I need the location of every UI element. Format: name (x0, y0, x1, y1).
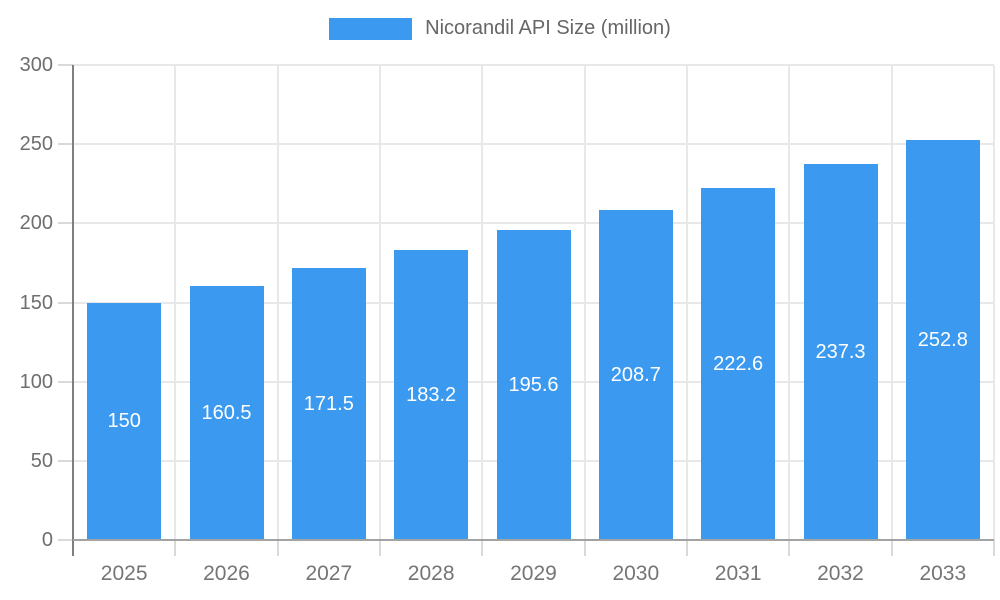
bar (701, 187, 776, 540)
y-axis-tick-label: 50 (30, 449, 53, 472)
y-tick-mark (58, 459, 73, 462)
bar-value-label: 183.2 (406, 383, 457, 406)
x-gridline (890, 65, 893, 540)
x-tick-mark (174, 540, 177, 556)
y-gridline (73, 143, 994, 146)
x-tick-mark (379, 540, 381, 556)
x-gridline (788, 65, 791, 540)
x-gridline (276, 65, 279, 540)
bar-value-label: 237.3 (815, 341, 866, 364)
bar (598, 209, 673, 540)
x-tick-mark (276, 540, 279, 556)
x-gridline (481, 65, 484, 540)
x-tick-mark (993, 540, 995, 556)
y-axis-tick-label: 200 (19, 212, 53, 235)
x-gridline (379, 65, 381, 540)
y-tick-mark (58, 143, 73, 146)
x-gridline (993, 65, 995, 540)
x-axis-tick-label: 2026 (203, 562, 250, 585)
bar-value-label: 150 (107, 410, 141, 433)
x-axis-tick-label: 2031 (714, 562, 762, 585)
y-axis-tick-label: 150 (19, 291, 53, 314)
x-tick-mark (481, 540, 484, 556)
legend-swatch (329, 17, 413, 40)
y-axis-tick-label: 250 (19, 133, 53, 156)
x-axis-tick-label: 2029 (510, 562, 557, 585)
legend-label: Nicorandil API Size (million) (425, 17, 671, 39)
y-axis-tick-label: 100 (19, 370, 53, 393)
y-axis-line (72, 65, 74, 556)
y-tick-mark (58, 539, 73, 541)
y-tick-mark (58, 301, 73, 304)
x-axis-tick-label: 2030 (612, 562, 660, 585)
x-gridline (174, 65, 177, 540)
bar-value-label: 171.5 (303, 393, 354, 416)
x-tick-mark (583, 540, 586, 556)
y-gridline (73, 222, 994, 225)
x-gridline (583, 65, 586, 540)
y-tick-mark (58, 380, 73, 383)
x-axis-tick-label: 2033 (919, 562, 967, 585)
x-gridline (686, 65, 688, 540)
bar (394, 249, 469, 540)
chart-legend: Nicorandil API Size (million) (0, 17, 1000, 40)
bar-value-label: 160.5 (201, 401, 252, 424)
bar-value-label: 222.6 (713, 352, 764, 375)
x-tick-mark (890, 540, 893, 556)
y-axis-tick-label: 300 (19, 54, 53, 76)
bar (87, 302, 162, 540)
bar (496, 230, 571, 540)
x-axis-tick-label: 2025 (100, 562, 148, 585)
x-axis-tick-label: 2028 (407, 562, 455, 585)
y-tick-mark (58, 222, 73, 225)
x-axis-line (73, 539, 994, 541)
bar (189, 285, 264, 540)
bar-value-label: 252.8 (917, 328, 968, 351)
x-tick-mark (686, 540, 688, 556)
bar (905, 139, 980, 540)
x-tick-mark (788, 540, 791, 556)
bar (803, 164, 878, 540)
x-axis-tick-label: 2027 (305, 562, 353, 585)
bar (291, 268, 366, 540)
y-gridline (73, 64, 994, 66)
x-axis-tick-label: 2032 (817, 562, 864, 585)
y-tick-mark (58, 64, 73, 66)
bar-value-label: 195.6 (508, 374, 559, 397)
bar-value-label: 208.7 (610, 363, 661, 386)
y-axis-tick-label: 0 (41, 529, 53, 551)
